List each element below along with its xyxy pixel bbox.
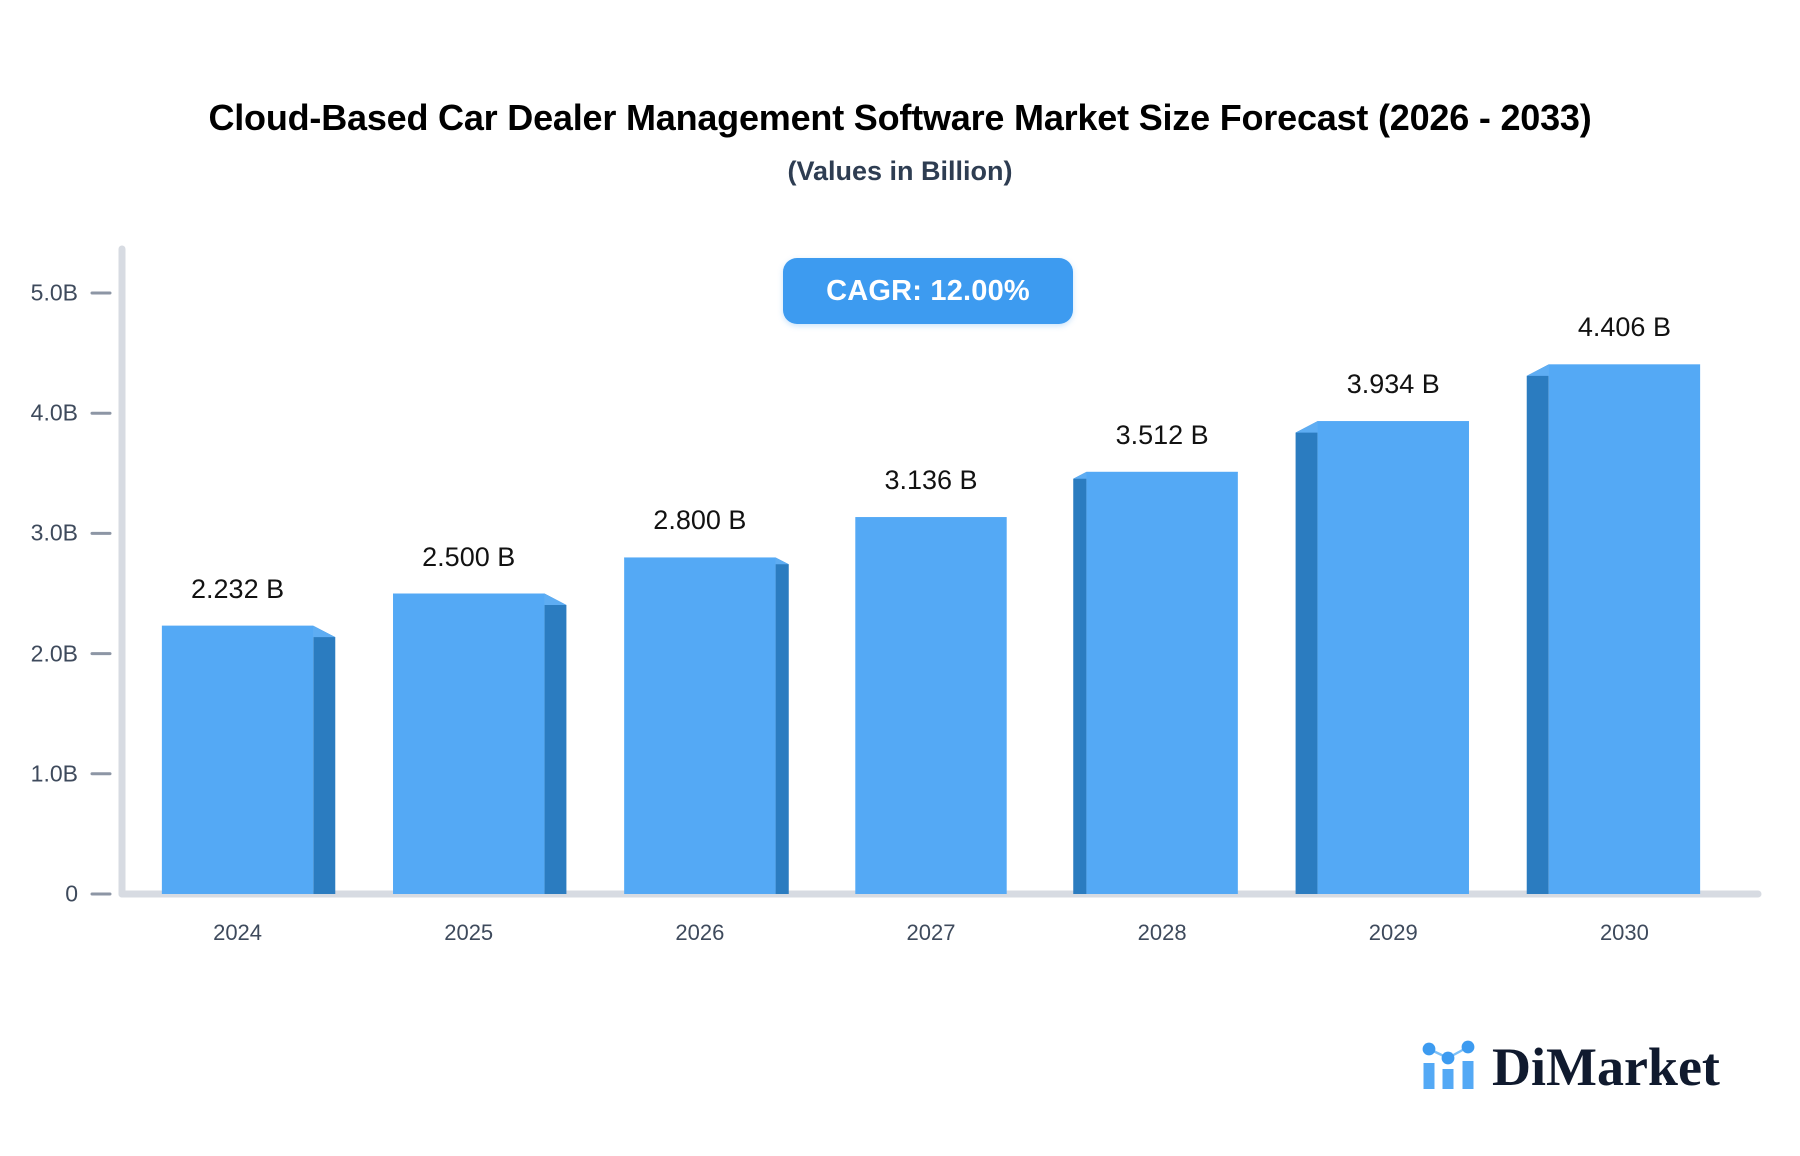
x-axis-tick-label: 2026 (675, 920, 725, 945)
bar-value-label: 2.232 B (191, 573, 285, 604)
cagr-badge-label: CAGR: 12.00% (826, 274, 1030, 307)
bar-group (161, 625, 336, 894)
brand-logo: DiMarket (1420, 1036, 1720, 1097)
bar-group (1526, 364, 1701, 894)
bar-group (1295, 421, 1469, 894)
chart-title: Cloud-Based Car Dealer Management Softwa… (208, 97, 1592, 138)
title-block: Cloud-Based Car Dealer Management Softwa… (0, 96, 1800, 188)
y-axis-tick-label: 5.0B (30, 279, 78, 306)
x-axis-tick-label: 2024 (213, 920, 263, 945)
bar-group (855, 517, 1007, 894)
bar-chart-icon-svg (1422, 1040, 1475, 1089)
y-axis-tick-label: 2.0B (30, 640, 78, 667)
x-axis-tick-label: 2025 (444, 920, 494, 945)
y-axis-tick-label: 4.0B (30, 399, 78, 426)
bar-value-label: 4.406 B (1577, 312, 1671, 343)
bar-value-label: 2.500 B (422, 541, 516, 572)
x-axis-tick-label: 2030 (1599, 920, 1649, 945)
bar-value-label: 3.136 B (884, 465, 978, 496)
bar-chart-icon (1420, 1036, 1478, 1097)
bar-value-label: 3.512 B (1115, 419, 1209, 450)
y-axis-tick-label: 3.0B (30, 519, 78, 546)
bar-group (1073, 471, 1238, 894)
chart-subtitle: (Values in Billion) (787, 156, 1013, 186)
x-axis-tick-label: 2027 (906, 920, 956, 945)
bar-value-label: 3.934 B (1346, 369, 1440, 400)
bar-group (624, 557, 789, 894)
x-axis-tick-label: 2029 (1368, 920, 1418, 945)
cagr-badge: CAGR: 12.00% (783, 258, 1073, 324)
bar-group (393, 593, 567, 894)
brand-name: DiMarket (1492, 1036, 1720, 1097)
bar-value-label: 2.800 B (653, 505, 747, 536)
y-axis-tick-label: 0 (65, 880, 78, 907)
x-axis-tick-label: 2028 (1137, 920, 1187, 945)
y-axis-tick-label: 1.0B (30, 760, 78, 787)
